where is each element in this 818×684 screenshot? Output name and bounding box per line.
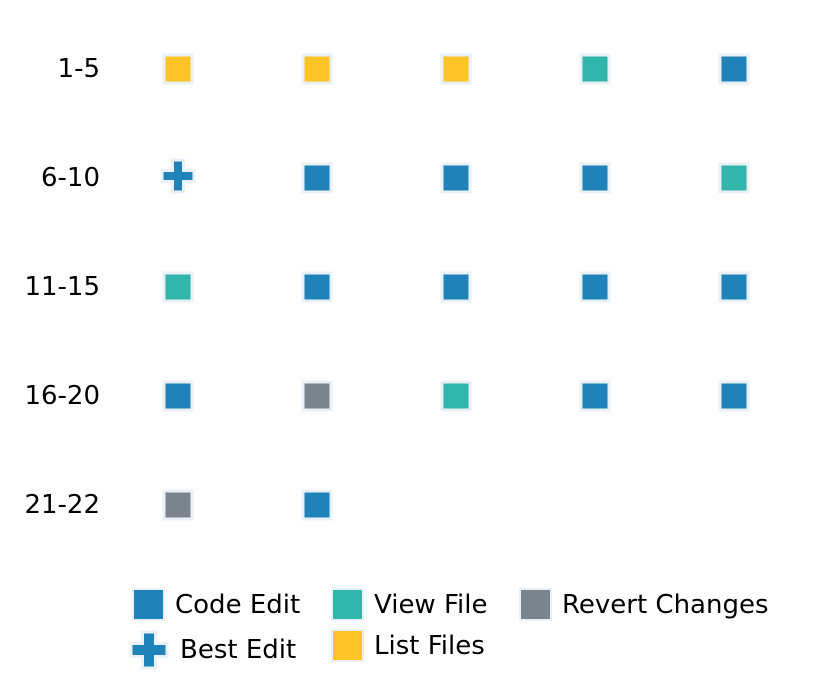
row-label-21-22: 21-22 [24,490,100,520]
legend-label: Revert Changes [562,589,769,620]
marker-code-edit [579,162,611,194]
marker-code-edit [301,271,333,303]
plus-icon [128,629,170,671]
legend-label: List Files [374,630,485,661]
marker-view-file [579,53,611,85]
square-swatch-icon [331,588,364,621]
marker-code-edit [579,271,611,303]
legend-label: Best Edit [180,635,297,665]
row-label-6-10: 6-10 [40,163,100,193]
marker-code-edit [718,271,750,303]
marker-view-file [440,380,472,412]
marker-view-file [718,162,750,194]
legend-item-revert-changes: Revert Changes [519,588,769,621]
row-label-1-5: 1-5 [57,54,100,84]
legend-label: View File [374,589,488,620]
row-label-11-15: 11-15 [24,272,100,302]
marker-revert-changes [301,380,333,412]
legend-item-view-file: View File [331,588,487,621]
square-swatch-icon [132,588,165,621]
legend-item-best-edit: Best Edit [129,629,297,671]
legend-item-code-edit: Code Edit [132,588,300,621]
marker-code-edit [718,380,750,412]
marker-code-edit [579,380,611,412]
row-label-16-20: 16-20 [24,381,100,411]
legend-label: Code Edit [175,589,301,620]
square-swatch-icon [519,588,552,621]
marker-code-edit [162,380,194,412]
marker-list-files [440,53,472,85]
marker-code-edit [301,162,333,194]
marker-best-edit [159,157,197,199]
marker-list-files [301,53,333,85]
marker-revert-changes [162,489,194,521]
marker-list-files [162,53,194,85]
marker-code-edit [440,271,472,303]
marker-code-edit [718,53,750,85]
marker-view-file [162,271,194,303]
legend-item-list-files: List Files [331,629,485,662]
square-swatch-icon [331,629,364,662]
marker-code-edit [440,162,472,194]
marker-code-edit [301,489,333,521]
